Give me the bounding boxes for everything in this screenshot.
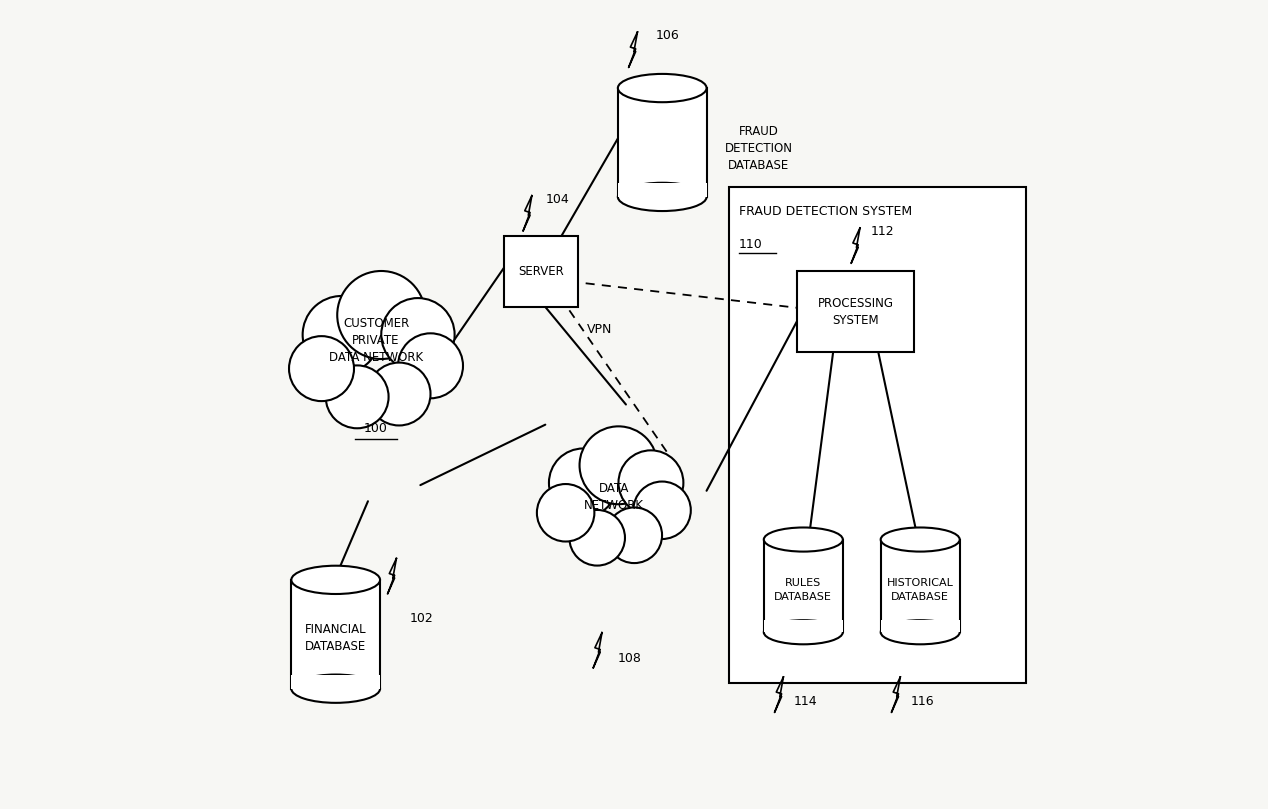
Text: 106: 106: [656, 29, 680, 42]
Circle shape: [337, 271, 425, 359]
Circle shape: [382, 298, 455, 371]
Circle shape: [289, 336, 354, 401]
Circle shape: [633, 481, 691, 539]
FancyBboxPatch shape: [763, 621, 843, 633]
Text: 110: 110: [739, 238, 762, 251]
Ellipse shape: [763, 527, 843, 552]
Circle shape: [303, 296, 380, 374]
Text: DATA
NETWORK: DATA NETWORK: [583, 482, 644, 512]
Text: 100: 100: [364, 422, 388, 435]
Ellipse shape: [881, 527, 960, 552]
Text: 104: 104: [545, 193, 569, 206]
FancyBboxPatch shape: [729, 187, 1026, 683]
Text: 108: 108: [618, 653, 642, 666]
FancyBboxPatch shape: [505, 236, 578, 307]
Circle shape: [536, 484, 595, 541]
Circle shape: [368, 362, 431, 426]
Circle shape: [619, 451, 683, 515]
Circle shape: [579, 426, 657, 504]
Text: HISTORICAL
DATABASE: HISTORICAL DATABASE: [886, 578, 954, 602]
Text: PROCESSING
SYSTEM: PROCESSING SYSTEM: [818, 297, 894, 327]
Ellipse shape: [618, 74, 706, 102]
Text: 114: 114: [794, 695, 818, 708]
Ellipse shape: [292, 565, 380, 594]
Ellipse shape: [881, 621, 960, 644]
Text: SERVER: SERVER: [519, 265, 564, 278]
Text: CUSTOMER
PRIVATE
DATA NETWORK: CUSTOMER PRIVATE DATA NETWORK: [328, 316, 424, 363]
Circle shape: [398, 333, 463, 398]
Text: FINANCIAL
DATABASE: FINANCIAL DATABASE: [304, 623, 366, 654]
Circle shape: [606, 507, 662, 563]
Ellipse shape: [618, 183, 706, 211]
Circle shape: [569, 510, 625, 565]
FancyBboxPatch shape: [292, 675, 380, 688]
FancyBboxPatch shape: [292, 580, 380, 688]
FancyBboxPatch shape: [618, 183, 706, 197]
Circle shape: [549, 448, 618, 517]
Ellipse shape: [292, 675, 380, 703]
Circle shape: [326, 366, 388, 428]
FancyBboxPatch shape: [881, 621, 960, 633]
Text: 116: 116: [910, 695, 935, 708]
Text: FRAUD DETECTION SYSTEM: FRAUD DETECTION SYSTEM: [739, 205, 912, 218]
Text: VPN: VPN: [587, 323, 612, 336]
FancyBboxPatch shape: [763, 540, 843, 633]
Text: 112: 112: [870, 225, 894, 238]
FancyBboxPatch shape: [881, 540, 960, 633]
FancyBboxPatch shape: [798, 272, 914, 352]
Text: FRAUD
DETECTION
DATABASE: FRAUD DETECTION DATABASE: [725, 125, 792, 172]
FancyBboxPatch shape: [618, 88, 706, 197]
Text: RULES
DATABASE: RULES DATABASE: [775, 578, 832, 602]
Ellipse shape: [763, 621, 843, 644]
Text: 102: 102: [410, 612, 434, 625]
